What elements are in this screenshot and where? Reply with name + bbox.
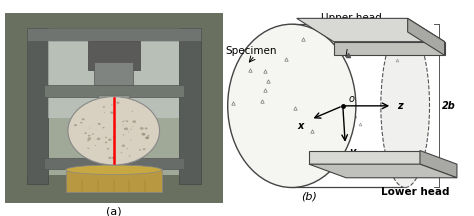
- Ellipse shape: [87, 140, 90, 141]
- FancyBboxPatch shape: [99, 95, 129, 108]
- Ellipse shape: [124, 128, 126, 130]
- Ellipse shape: [92, 133, 94, 135]
- FancyBboxPatch shape: [88, 41, 140, 70]
- Ellipse shape: [102, 127, 105, 128]
- Ellipse shape: [130, 129, 132, 130]
- Ellipse shape: [140, 127, 144, 130]
- Polygon shape: [420, 151, 457, 178]
- Ellipse shape: [82, 118, 85, 120]
- Ellipse shape: [147, 135, 150, 137]
- Ellipse shape: [98, 123, 101, 125]
- Ellipse shape: [66, 165, 162, 175]
- Ellipse shape: [145, 137, 149, 139]
- Ellipse shape: [121, 152, 122, 153]
- Ellipse shape: [80, 122, 82, 124]
- Ellipse shape: [104, 112, 105, 113]
- Ellipse shape: [88, 135, 91, 137]
- Ellipse shape: [84, 132, 87, 134]
- FancyBboxPatch shape: [179, 28, 201, 184]
- FancyBboxPatch shape: [48, 41, 179, 118]
- Polygon shape: [334, 42, 445, 55]
- Ellipse shape: [103, 106, 105, 108]
- Ellipse shape: [132, 111, 133, 112]
- Polygon shape: [408, 18, 445, 55]
- Polygon shape: [309, 151, 420, 164]
- Ellipse shape: [95, 145, 96, 146]
- FancyBboxPatch shape: [44, 158, 183, 169]
- Text: l: l: [345, 49, 347, 59]
- Ellipse shape: [117, 102, 119, 104]
- Text: Specimen: Specimen: [225, 46, 277, 56]
- Ellipse shape: [88, 137, 91, 140]
- Ellipse shape: [113, 136, 116, 138]
- Text: y: y: [350, 147, 356, 157]
- FancyBboxPatch shape: [66, 169, 162, 192]
- Text: x: x: [297, 121, 303, 131]
- Ellipse shape: [126, 120, 128, 122]
- FancyBboxPatch shape: [94, 62, 133, 85]
- Ellipse shape: [112, 157, 116, 159]
- Ellipse shape: [143, 148, 146, 150]
- Ellipse shape: [74, 124, 77, 126]
- Text: z: z: [397, 101, 403, 111]
- FancyBboxPatch shape: [44, 85, 183, 97]
- Text: o: o: [349, 94, 355, 104]
- Ellipse shape: [123, 134, 125, 135]
- Ellipse shape: [89, 128, 90, 129]
- Ellipse shape: [112, 156, 115, 159]
- Ellipse shape: [228, 24, 356, 187]
- FancyBboxPatch shape: [27, 28, 48, 184]
- Ellipse shape: [122, 145, 125, 147]
- Ellipse shape: [130, 140, 131, 141]
- Text: Upper head: Upper head: [320, 13, 381, 22]
- Ellipse shape: [129, 156, 130, 157]
- Ellipse shape: [122, 121, 124, 122]
- FancyBboxPatch shape: [27, 28, 201, 175]
- Ellipse shape: [87, 148, 89, 149]
- Ellipse shape: [110, 111, 114, 114]
- Ellipse shape: [381, 24, 429, 187]
- Polygon shape: [297, 18, 445, 42]
- Ellipse shape: [68, 97, 160, 165]
- Ellipse shape: [108, 157, 112, 159]
- Text: Lower head: Lower head: [381, 187, 449, 197]
- Ellipse shape: [124, 127, 128, 130]
- Ellipse shape: [105, 141, 107, 143]
- Text: 2b: 2b: [442, 101, 456, 111]
- FancyBboxPatch shape: [5, 13, 223, 203]
- Polygon shape: [309, 164, 457, 178]
- Text: (a): (a): [106, 207, 121, 216]
- Ellipse shape: [107, 148, 109, 149]
- Ellipse shape: [108, 139, 111, 141]
- Ellipse shape: [132, 120, 136, 123]
- Text: (b): (b): [301, 191, 317, 201]
- Ellipse shape: [146, 137, 149, 139]
- Ellipse shape: [97, 138, 100, 140]
- Ellipse shape: [141, 133, 145, 135]
- Ellipse shape: [139, 149, 141, 151]
- Ellipse shape: [142, 133, 146, 136]
- FancyBboxPatch shape: [27, 28, 201, 41]
- Ellipse shape: [127, 148, 128, 149]
- Ellipse shape: [124, 120, 125, 121]
- Ellipse shape: [132, 126, 133, 127]
- Ellipse shape: [145, 127, 147, 130]
- Ellipse shape: [105, 137, 107, 138]
